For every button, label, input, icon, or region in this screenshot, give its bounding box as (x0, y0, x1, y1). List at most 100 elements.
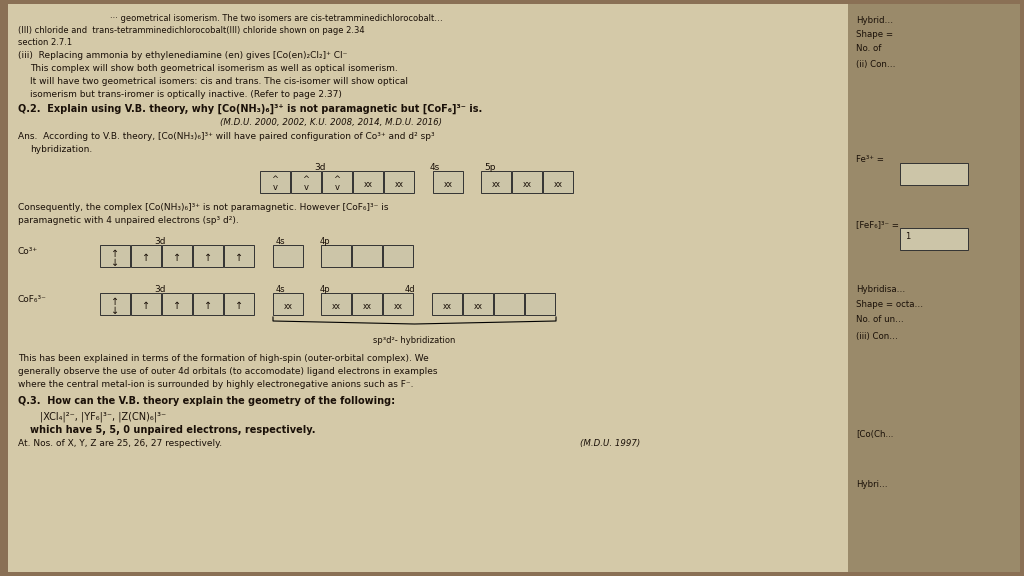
Text: xx: xx (394, 180, 403, 189)
Text: This has been explained in terms of the formation of high-spin (outer-orbital co: This has been explained in terms of the … (18, 354, 429, 363)
Bar (131, 245, 161, 267)
Text: Hybridisa…: Hybridisa… (856, 285, 905, 294)
Text: It will have two geometrical isomers: cis and trans. The cis-isomer will show op: It will have two geometrical isomers: ci… (30, 77, 408, 86)
Bar (162, 245, 193, 267)
Bar (543, 171, 573, 193)
Text: isomerism but trans-iromer is optically inactive. (Refer to page 2.37): isomerism but trans-iromer is optically … (30, 90, 342, 99)
Text: |XCl₄|²⁻, |YF₆|³⁻, |Z(CN)₆|³⁻: |XCl₄|²⁻, |YF₆|³⁻, |Z(CN)₆|³⁻ (40, 411, 166, 422)
Text: xx: xx (393, 302, 402, 311)
Text: paramagnetic with 4 unpaired electrons (sp³ d²).: paramagnetic with 4 unpaired electrons (… (18, 216, 239, 225)
Text: xx: xx (522, 180, 531, 189)
Text: 3d: 3d (155, 237, 166, 246)
Bar (162, 293, 193, 315)
Bar (224, 245, 254, 267)
Bar (260, 171, 290, 193)
Bar (900, 228, 968, 250)
Text: No. of un…: No. of un… (856, 315, 904, 324)
Bar (433, 171, 463, 193)
Bar (512, 171, 542, 193)
Text: 4s: 4s (275, 237, 285, 246)
Text: xx: xx (554, 180, 562, 189)
Bar (100, 245, 130, 267)
Text: At. Nos. of X, Y, Z are 25, 26, 27 respectively.: At. Nos. of X, Y, Z are 25, 26, 27 respe… (18, 439, 222, 448)
Bar (383, 245, 413, 267)
Text: 4s: 4s (430, 163, 440, 172)
Text: v: v (272, 183, 278, 192)
Bar (322, 171, 352, 193)
Text: 3d: 3d (314, 163, 326, 172)
Text: ↑: ↑ (234, 253, 243, 263)
Text: ↓: ↓ (111, 258, 119, 268)
Text: ··· geometrical isomerism. The two isomers are cis-tetramminedichlorocobalt…: ··· geometrical isomerism. The two isome… (110, 14, 442, 23)
Bar (100, 293, 130, 315)
Bar (352, 293, 382, 315)
Text: xx: xx (473, 302, 482, 311)
Text: which have 5, 5, 0 unpaired electrons, respectively.: which have 5, 5, 0 unpaired electrons, r… (30, 425, 315, 435)
Text: section 2.7.1: section 2.7.1 (18, 38, 72, 47)
Text: v: v (335, 183, 340, 192)
Bar (321, 245, 351, 267)
Text: Q.2.  Explain using V.B. theory, why [Co(NH₃)₆]³⁺ is not paramagnetic but [CoF₆]: Q.2. Explain using V.B. theory, why [Co(… (18, 104, 482, 114)
Text: ↑: ↑ (204, 301, 212, 311)
Text: ↑: ↑ (111, 297, 119, 307)
Bar (353, 171, 383, 193)
Text: 4d: 4d (404, 285, 416, 294)
Bar (481, 171, 511, 193)
Text: ↑: ↑ (173, 301, 181, 311)
Text: [Co(Ch...: [Co(Ch... (856, 430, 893, 439)
Text: ^: ^ (302, 175, 309, 184)
Text: ↓: ↓ (111, 306, 119, 316)
Bar (193, 293, 223, 315)
Text: xx: xx (364, 180, 373, 189)
Bar (384, 171, 414, 193)
Text: generally observe the use of outer 4d orbitals (to accomodate) ligand electrons : generally observe the use of outer 4d or… (18, 367, 437, 376)
Text: 3d: 3d (155, 285, 166, 294)
Text: Q.3.  How can the V.B. theory explain the geometry of the following:: Q.3. How can the V.B. theory explain the… (18, 396, 395, 406)
Text: 4p: 4p (319, 285, 331, 294)
Text: (ii) Con…: (ii) Con… (856, 60, 896, 69)
Text: Consequently, the complex [Co(NH₃)₆]³⁺ is not paramagnetic. However [CoF₆]³⁻ is: Consequently, the complex [Co(NH₃)₆]³⁺ i… (18, 203, 388, 212)
Text: Shape = octa…: Shape = octa… (856, 300, 923, 309)
Text: ^: ^ (334, 175, 341, 184)
Text: 4p: 4p (319, 237, 331, 246)
Text: ↑: ↑ (142, 253, 151, 263)
Text: Fe³⁺ =: Fe³⁺ = (856, 155, 884, 164)
Bar (193, 245, 223, 267)
Bar (525, 293, 555, 315)
Text: (iii) Con…: (iii) Con… (856, 332, 898, 341)
Text: ↑: ↑ (204, 253, 212, 263)
Text: xx: xx (492, 180, 501, 189)
Text: ↑: ↑ (111, 249, 119, 259)
Text: ↑: ↑ (142, 301, 151, 311)
Text: xx: xx (442, 302, 452, 311)
Text: ^: ^ (271, 175, 279, 184)
Bar (273, 293, 303, 315)
Text: This complex will show both geometrical isomerism as well as optical isomerism.: This complex will show both geometrical … (30, 64, 397, 73)
Text: xx: xx (284, 302, 293, 311)
Text: 4s: 4s (275, 285, 285, 294)
Bar (494, 293, 524, 315)
Bar (291, 171, 321, 193)
Text: sp³d²- hybridization: sp³d²- hybridization (374, 336, 456, 345)
Bar (848, 4, 1020, 572)
Bar (352, 245, 382, 267)
Bar (383, 293, 413, 315)
Text: No. of: No. of (856, 44, 882, 53)
Bar (131, 293, 161, 315)
Text: where the central metal-ion is surrounded by highly electronegative anions such : where the central metal-ion is surrounde… (18, 380, 414, 389)
Text: [FeF₆]³⁻ =: [FeF₆]³⁻ = (856, 220, 899, 229)
Text: Ans.  According to V.B. theory, [Co(NH₃)₆]³⁺ will have paired configuration of C: Ans. According to V.B. theory, [Co(NH₃)₆… (18, 132, 434, 141)
Text: (M.D.U. 2000, 2002, K.U. 2008, 2014, M.D.U. 2016): (M.D.U. 2000, 2002, K.U. 2008, 2014, M.D… (220, 118, 442, 127)
Text: xx: xx (332, 302, 341, 311)
Bar (224, 293, 254, 315)
Text: Hybri…: Hybri… (856, 480, 888, 489)
Text: (iii)  Replacing ammonia by ethylenediamine (en) gives [Co(en)₂Cl₂]⁺ Cl⁻: (iii) Replacing ammonia by ethylenediami… (18, 51, 347, 60)
Bar (273, 245, 303, 267)
Text: Hybrid…: Hybrid… (856, 16, 893, 25)
Text: v: v (303, 183, 308, 192)
Text: ↑: ↑ (173, 253, 181, 263)
Bar (8, 4, 848, 572)
Text: xx: xx (362, 302, 372, 311)
Bar (432, 293, 462, 315)
Text: hybridization.: hybridization. (30, 145, 92, 154)
